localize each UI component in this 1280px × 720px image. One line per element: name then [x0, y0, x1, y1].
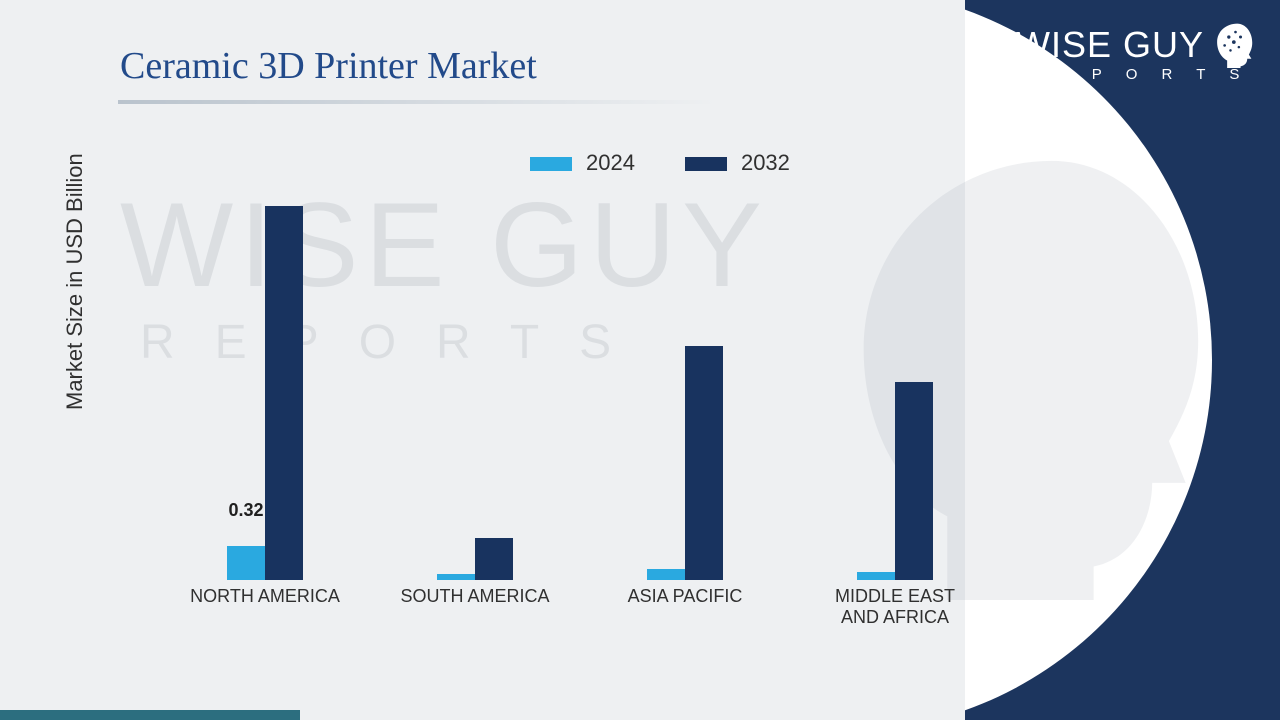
bar-chart: Market Size in USD Billion 2024 2032 NOR…	[100, 150, 980, 630]
stage: WISE GUY REPORTS Ceramic 3D Printer Mark…	[0, 0, 1280, 720]
legend: 2024 2032	[530, 150, 790, 176]
legend-label-2032: 2032	[741, 150, 790, 175]
category-label: SOUTH AMERICA	[395, 586, 555, 607]
bar-2032	[265, 206, 303, 580]
plot-area: NORTH AMERICASOUTH AMERICAASIA PACIFICMI…	[155, 180, 975, 580]
legend-swatch-2024	[530, 157, 572, 171]
footer-accent-bar	[0, 710, 300, 720]
bar-2032	[475, 538, 513, 580]
chart-title: Ceramic 3D Printer Market	[120, 44, 537, 88]
logo-main-text: WISE GUY	[1016, 24, 1204, 66]
bar-2024	[227, 546, 265, 580]
logo-head-icon	[1210, 22, 1256, 68]
legend-label-2024: 2024	[586, 150, 635, 175]
category-label: MIDDLE EAST AND AFRICA	[815, 586, 975, 627]
y-axis-label: Market Size in USD Billion	[62, 153, 88, 410]
category-label: NORTH AMERICA	[185, 586, 345, 607]
bar-2024	[647, 569, 685, 580]
bar-2032	[895, 382, 933, 580]
category-label: ASIA PACIFIC	[605, 586, 765, 607]
logo-sub-text: R E P O R T S	[1016, 66, 1256, 83]
legend-item-2032: 2032	[685, 150, 790, 176]
bar-2024	[857, 572, 895, 580]
legend-swatch-2032	[685, 157, 727, 171]
wiseguy-logo: WISE GUY R E P O R T S	[1016, 22, 1256, 83]
bar-2032	[685, 346, 723, 580]
title-underline	[118, 100, 718, 104]
legend-item-2024: 2024	[530, 150, 635, 176]
value-label: 0.32	[228, 500, 263, 521]
bar-2024	[437, 574, 475, 580]
